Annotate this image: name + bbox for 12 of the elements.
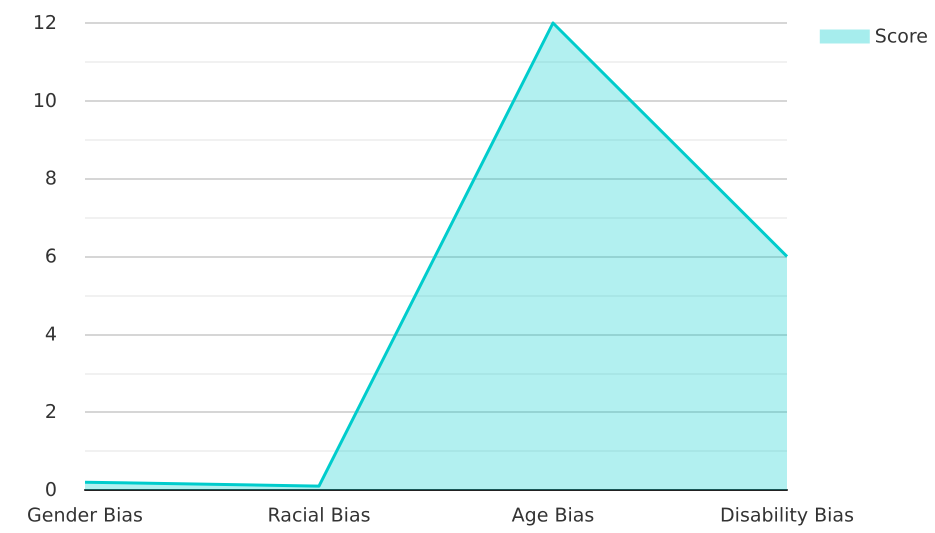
legend-label: Score xyxy=(874,26,928,48)
y-tick-label: 8 xyxy=(44,168,57,190)
x-tick-label: Age Bias xyxy=(512,504,594,526)
y-tick-label: 2 xyxy=(44,401,57,424)
y-tick-label: 10 xyxy=(32,90,57,112)
x-tick-label: Racial Bias xyxy=(268,504,370,526)
y-tick-label: 0 xyxy=(44,479,57,501)
y-tick-label: 4 xyxy=(44,323,57,346)
x-tick-label: Gender Bias xyxy=(27,504,143,526)
y-tick-label: 6 xyxy=(44,246,57,268)
y-tick-label: 12 xyxy=(32,12,57,34)
x-tick-label: Disability Bias xyxy=(720,504,854,526)
